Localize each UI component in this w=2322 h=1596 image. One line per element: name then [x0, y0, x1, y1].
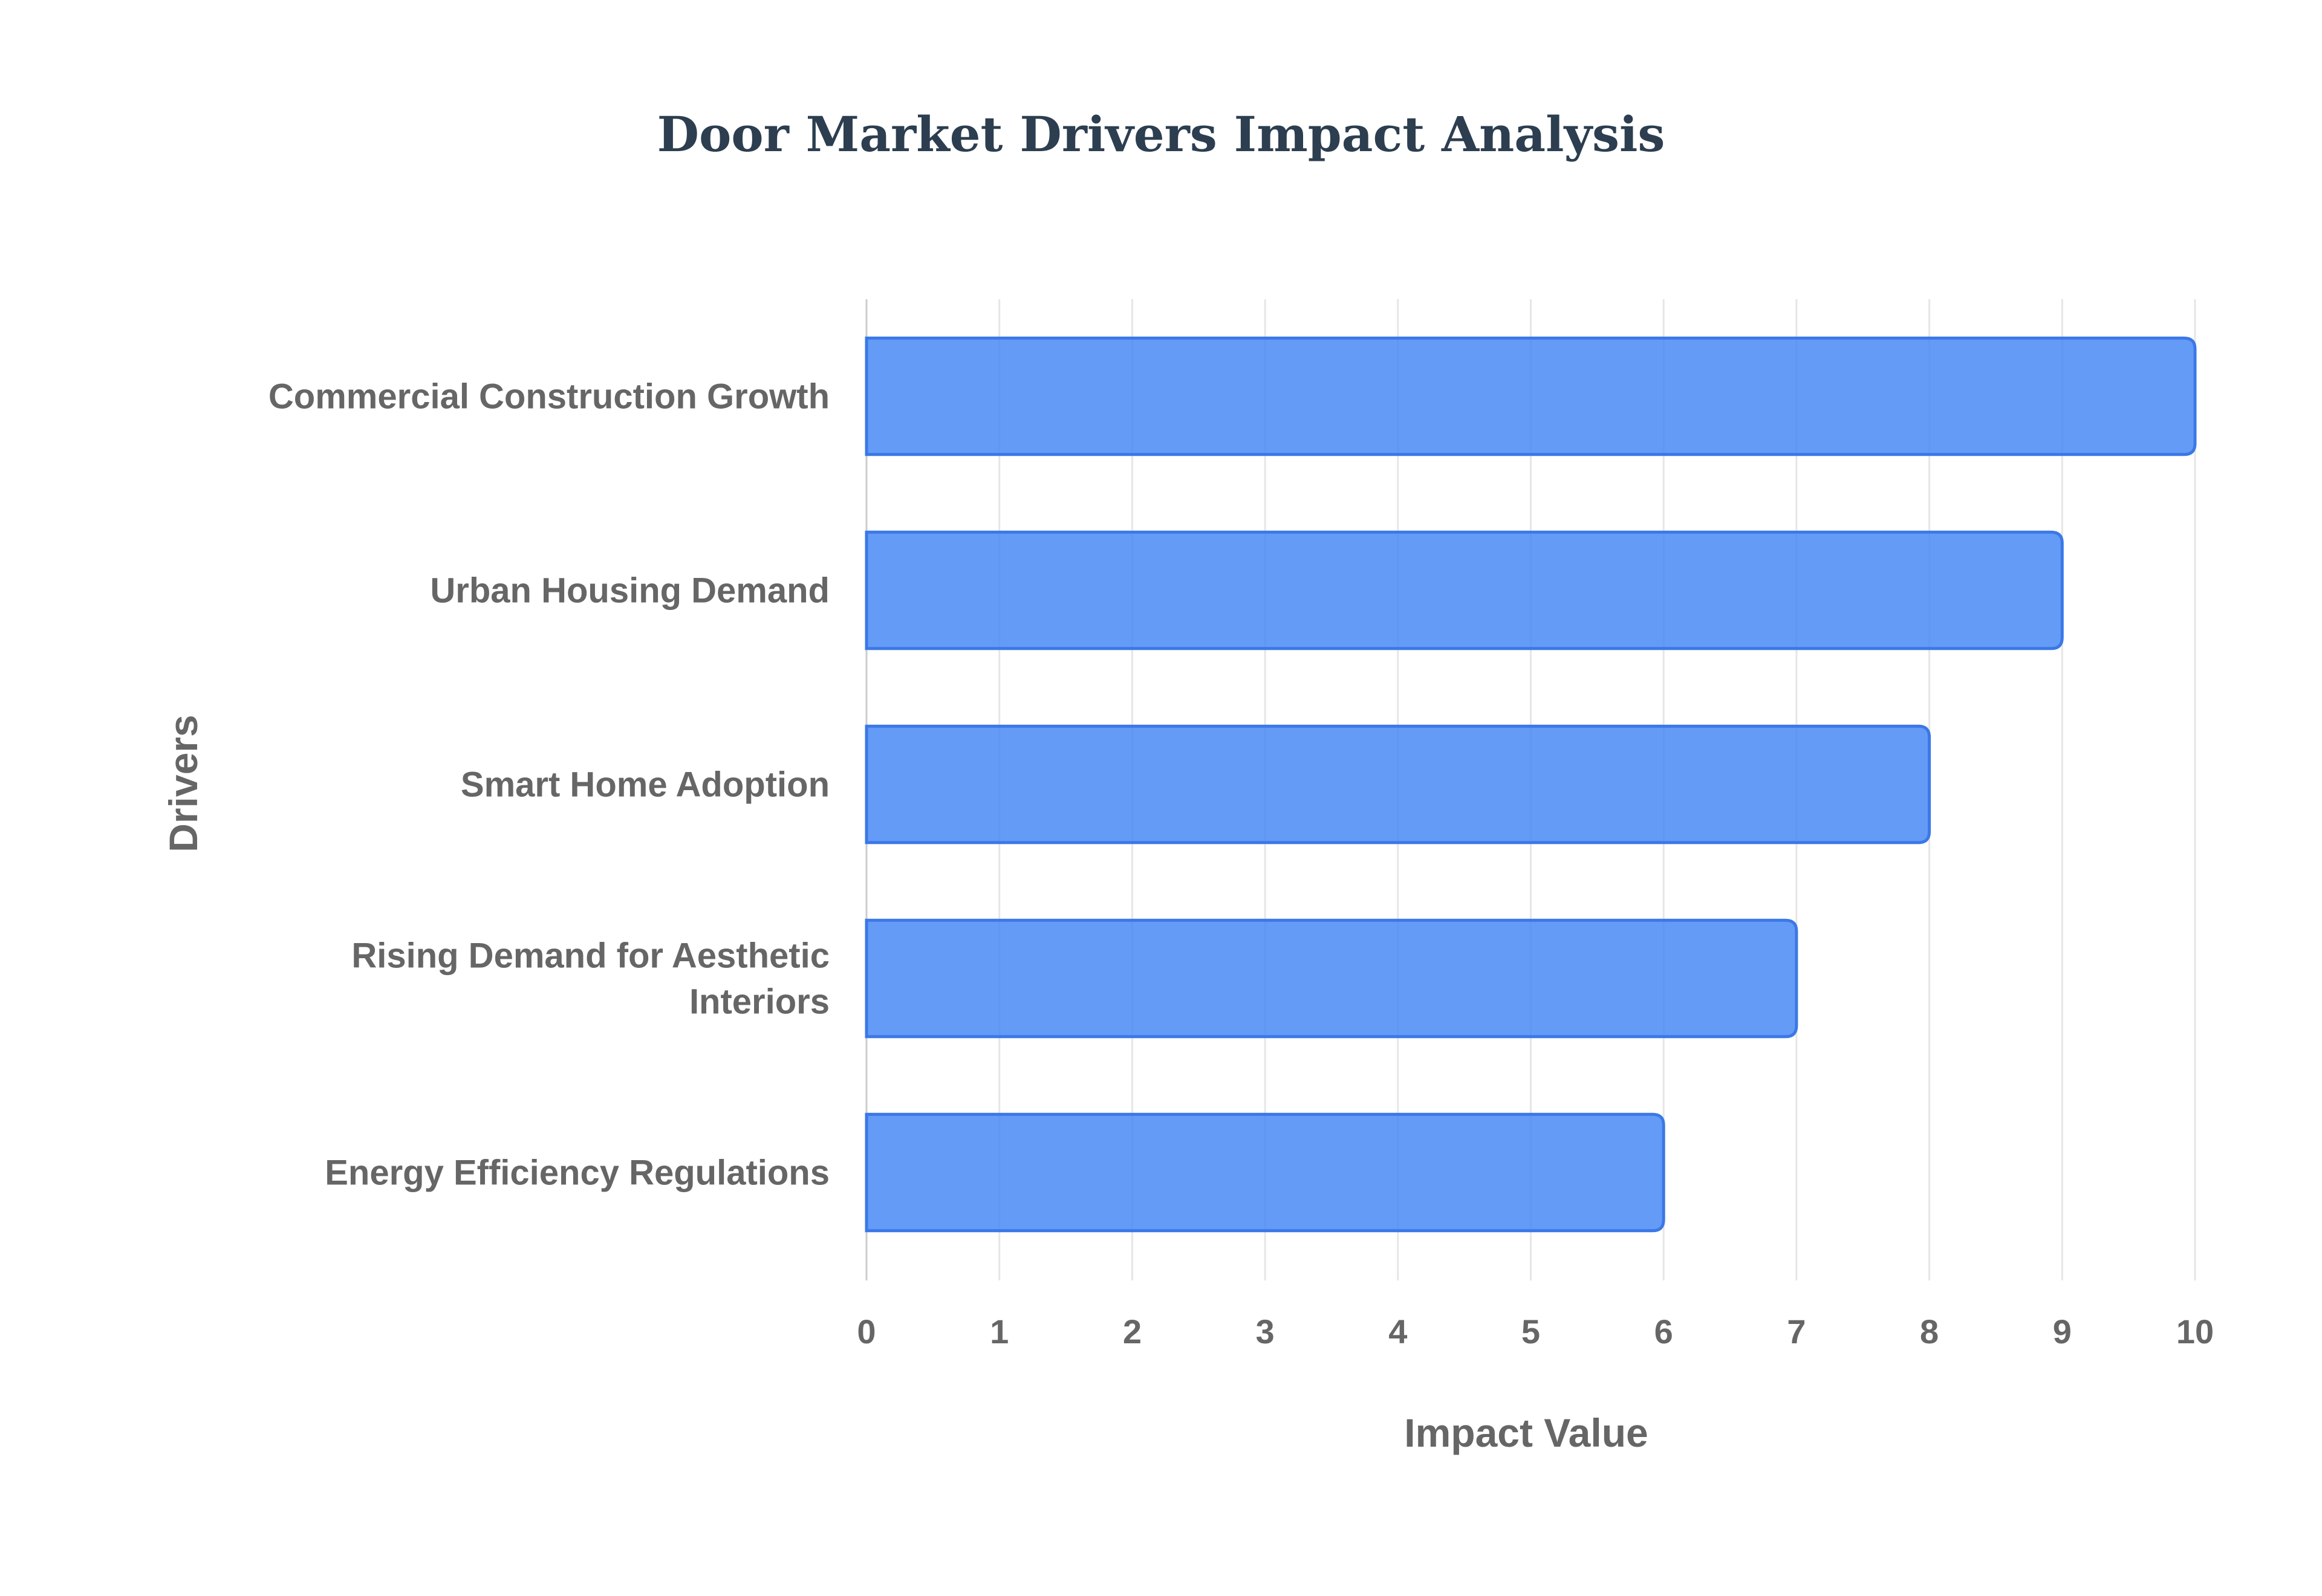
x-tick-label: 1 — [990, 1312, 1009, 1351]
x-axis-title: Impact Value — [1404, 1410, 1648, 1455]
y-category-label: Energy Efficiency Regulations — [325, 1153, 830, 1193]
x-tick-label: 7 — [1787, 1312, 1806, 1351]
x-tick-label: 9 — [2053, 1312, 2072, 1351]
x-tick-label: 5 — [1521, 1312, 1540, 1351]
chart-title: Door Market Drivers Impact Analysis — [657, 106, 1665, 163]
bar — [865, 1112, 1665, 1233]
x-tick-label: 4 — [1388, 1312, 1407, 1351]
x-tick-labels: 0 1 2 3 4 5 6 7 8 9 10 — [857, 1312, 2214, 1351]
x-tick-label: 3 — [1256, 1312, 1275, 1351]
bar — [865, 336, 2197, 456]
x-tick-label: 0 — [857, 1312, 876, 1351]
y-category-label: Urban Housing Demand — [430, 571, 830, 611]
bar — [865, 530, 2064, 650]
y-axis-title: Drivers — [161, 715, 206, 852]
bars — [865, 336, 2197, 1233]
y-category-label: Smart Home Adoption — [461, 765, 830, 805]
y-category-label: Rising Demand for Aesthetic Interiors — [351, 936, 830, 1022]
x-tick-label: 10 — [2176, 1312, 2214, 1351]
x-tick-label: 2 — [1123, 1312, 1142, 1351]
x-tick-label: 6 — [1654, 1312, 1673, 1351]
bar — [865, 724, 1931, 845]
y-category-label: Commercial Construction Growth — [268, 377, 830, 417]
category-labels: Commercial Construction Growth Urban Hous… — [268, 377, 830, 1193]
bar — [865, 918, 1798, 1039]
x-tick-label: 8 — [1920, 1312, 1939, 1351]
